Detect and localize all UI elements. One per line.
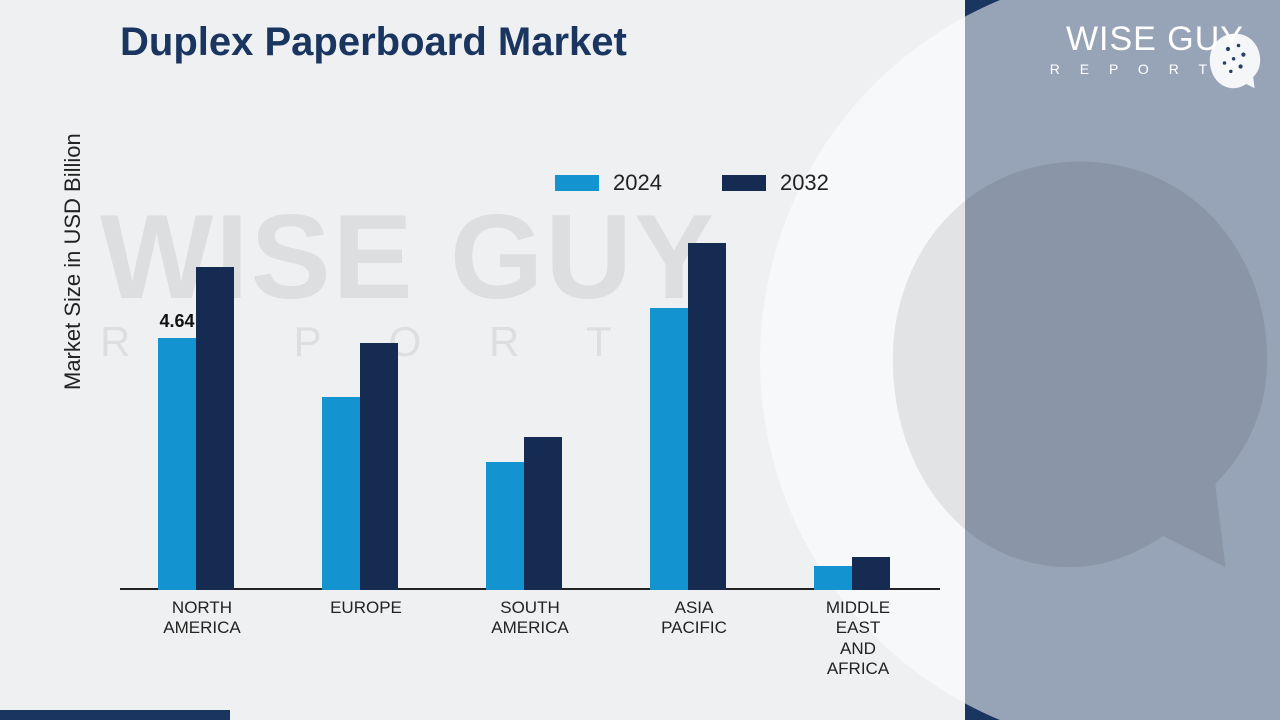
bar-2024 — [814, 566, 852, 590]
category-label: SOUTHAMERICA — [460, 598, 600, 639]
bar-2024 — [650, 308, 688, 590]
bar-2032 — [360, 343, 398, 590]
category-label: ASIAPACIFIC — [624, 598, 764, 639]
bar-2032 — [196, 267, 234, 590]
y-axis-label: Market Size in USD Billion — [60, 133, 86, 390]
bar-2024 — [486, 462, 524, 590]
category-label: EUROPE — [296, 598, 436, 618]
value-label: 4.64 — [159, 311, 194, 332]
legend-item-2032: 2032 — [722, 170, 829, 196]
bar-2024 — [158, 338, 196, 590]
bar-2032 — [688, 243, 726, 590]
bar-2032 — [524, 437, 562, 590]
chart-canvas: WISE GUY R E P O R T S Duplex Paperboard… — [0, 0, 1280, 720]
category-label: NORTHAMERICA — [132, 598, 272, 639]
legend-swatch-2024 — [555, 175, 599, 191]
brand-head-icon — [1200, 28, 1270, 98]
category-label: MIDDLEEASTANDAFRICA — [788, 598, 928, 680]
bar-2032 — [852, 557, 890, 590]
bottom-accent-bar — [0, 710, 230, 720]
plot-area: 4.64 — [120, 210, 940, 590]
chart-title: Duplex Paperboard Market — [120, 20, 627, 65]
legend-item-2024: 2024 — [555, 170, 662, 196]
legend-label-2032: 2032 — [780, 170, 829, 196]
legend: 2024 2032 — [555, 170, 829, 196]
legend-label-2024: 2024 — [613, 170, 662, 196]
legend-swatch-2032 — [722, 175, 766, 191]
bar-2024 — [322, 397, 360, 590]
